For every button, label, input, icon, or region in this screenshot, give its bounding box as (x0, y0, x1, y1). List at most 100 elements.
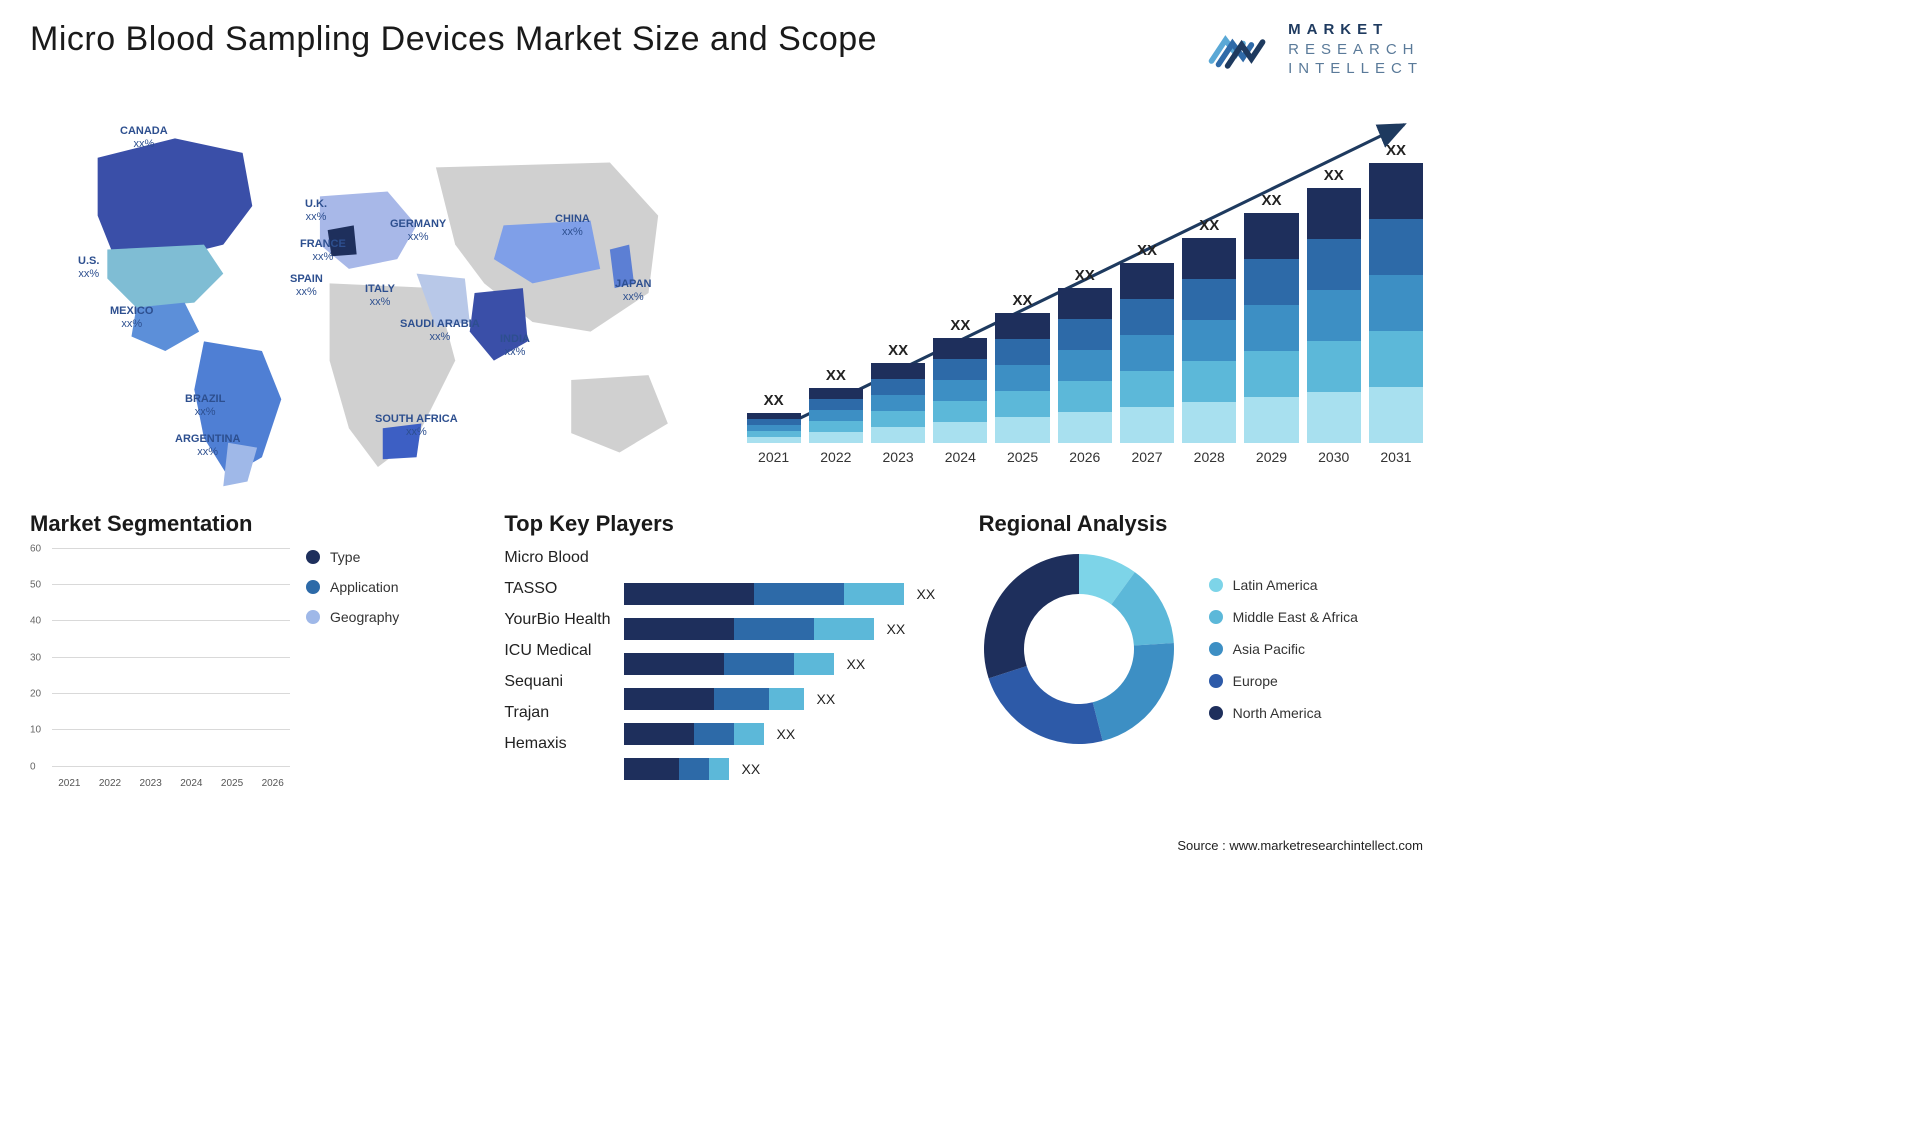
growth-chart: XX2021XX2022XX2023XX2024XX2025XX2026XX20… (747, 93, 1424, 493)
kp-value: XX (916, 586, 935, 602)
seg-legend-item: Application (306, 579, 399, 595)
map-region-aus (571, 375, 668, 452)
growth-value-label: XX (933, 317, 987, 334)
map-label-japan: JAPANxx% (615, 278, 651, 304)
segmentation-panel: Market Segmentation 0102030405060 202120… (30, 511, 474, 811)
logo-mark-icon (1208, 22, 1278, 77)
seg-legend-item: Geography (306, 609, 399, 625)
kp-name: TASSO (504, 580, 610, 598)
logo: MARKET RESEARCH INTELLECT (1208, 20, 1423, 79)
growth-bar: XX 2031 (1369, 142, 1423, 465)
kp-row: XX (624, 758, 948, 780)
kp-value: XX (886, 621, 905, 637)
reg-legend-item: North America (1209, 705, 1358, 721)
map-label-france: FRANCExx% (300, 238, 346, 264)
growth-value-label: XX (1369, 142, 1423, 159)
seg-ytick: 40 (30, 616, 41, 627)
segmentation-title: Market Segmentation (30, 511, 474, 537)
kp-value: XX (741, 761, 760, 777)
regional-panel: Regional Analysis Latin AmericaMiddle Ea… (979, 511, 1423, 811)
map-label-italy: ITALYxx% (365, 283, 395, 309)
map-label-india: INDIAxx% (500, 333, 530, 359)
growth-value-label: XX (1307, 167, 1361, 184)
seg-ytick: 50 (30, 579, 41, 590)
growth-year-label: 2024 (933, 449, 987, 465)
growth-value-label: XX (871, 342, 925, 359)
growth-bar: XX2026 (1058, 267, 1112, 465)
logo-text: MARKET RESEARCH INTELLECT (1288, 20, 1423, 79)
reg-legend-item: Asia Pacific (1209, 641, 1358, 657)
map-label-canada: CANADAxx% (120, 125, 168, 151)
segmentation-chart: 0102030405060 202120222023202420252026 (30, 549, 290, 789)
seg-legend-item: Type (306, 549, 399, 565)
kp-row: XX (624, 688, 948, 710)
page-title: Micro Blood Sampling Devices Market Size… (30, 20, 877, 59)
growth-year-label: 2029 (1244, 449, 1298, 465)
reg-legend-item: Middle East & Africa (1209, 609, 1358, 625)
growth-bar: XX 2023 (871, 342, 925, 465)
reg-legend-item: Latin America (1209, 577, 1358, 593)
seg-year: 2026 (255, 778, 290, 789)
growth-value-label: XX (809, 367, 863, 384)
seg-ytick: 10 (30, 725, 41, 736)
seg-ytick: 30 (30, 652, 41, 663)
map-region-us (107, 244, 223, 307)
growth-value-label: XX (1244, 192, 1298, 209)
map-label-southafrica: SOUTH AFRICAxx% (375, 413, 458, 439)
kp-row: XX (624, 653, 948, 675)
growth-value-label: XX (1120, 242, 1174, 259)
seg-ytick: 60 (30, 543, 41, 554)
growth-year-label: 2023 (871, 449, 925, 465)
kp-name: ICU Medical (504, 642, 610, 660)
growth-value-label: XX (747, 392, 801, 409)
kp-name: Sequani (504, 673, 610, 691)
growth-bar: XX 2022 (809, 367, 863, 465)
map-label-saudiarabia: SAUDI ARABIAxx% (400, 318, 480, 344)
growth-bar: XX 2029 (1244, 192, 1298, 465)
kp-header: Micro Blood (504, 549, 610, 567)
growth-bar: XX2028 (1182, 217, 1236, 465)
seg-ytick: 20 (30, 688, 41, 699)
growth-value-label: XX (1182, 217, 1236, 234)
source-text: Source : www.marketresearchintellect.com (1177, 838, 1423, 853)
seg-year: 2024 (174, 778, 209, 789)
map-label-spain: SPAINxx% (290, 273, 323, 299)
growth-year-label: 2026 (1058, 449, 1112, 465)
growth-bar: XX 2024 (933, 317, 987, 465)
seg-ytick: 0 (30, 761, 36, 772)
kp-name: Hemaxis (504, 735, 610, 753)
seg-year: 2022 (93, 778, 128, 789)
donut-slice (1092, 643, 1173, 741)
growth-value-label: XX (995, 292, 1049, 309)
growth-year-label: 2031 (1369, 449, 1423, 465)
map-label-germany: GERMANYxx% (390, 218, 446, 244)
key-players-panel: Top Key Players Micro Blood TASSO YourBio … (504, 511, 948, 811)
key-players-chart: XX XX XX XX XX XX (624, 583, 948, 780)
kp-value: XX (816, 691, 835, 707)
growth-year-label: 2025 (995, 449, 1049, 465)
growth-bar: XX 2027 (1120, 242, 1174, 465)
reg-legend-item: Europe (1209, 673, 1358, 689)
growth-year-label: 2022 (809, 449, 863, 465)
seg-year: 2023 (133, 778, 168, 789)
map-label-brazil: BRAZILxx% (185, 393, 225, 419)
donut-slice (984, 554, 1079, 678)
regional-legend: Latin America Middle East & Africa Asia Pa… (1209, 577, 1358, 721)
kp-row: XX (624, 618, 948, 640)
kp-name: Trajan (504, 704, 610, 722)
map-label-china: CHINAxx% (555, 213, 590, 239)
growth-year-label: 2030 (1307, 449, 1361, 465)
kp-name: YourBio Health (504, 611, 610, 629)
kp-value: XX (776, 726, 795, 742)
map-label-argentina: ARGENTINAxx% (175, 433, 240, 459)
key-players-title: Top Key Players (504, 511, 948, 537)
seg-year: 2025 (215, 778, 250, 789)
growth-year-label: 2027 (1120, 449, 1174, 465)
donut-slice (988, 665, 1102, 743)
regional-donut-chart (979, 549, 1179, 749)
growth-bar: XX 2021 (747, 392, 801, 465)
growth-year-label: 2021 (747, 449, 801, 465)
map-label-us: U.S.xx% (78, 255, 99, 281)
map-label-mexico: MEXICOxx% (110, 305, 153, 331)
kp-row: XX (624, 723, 948, 745)
